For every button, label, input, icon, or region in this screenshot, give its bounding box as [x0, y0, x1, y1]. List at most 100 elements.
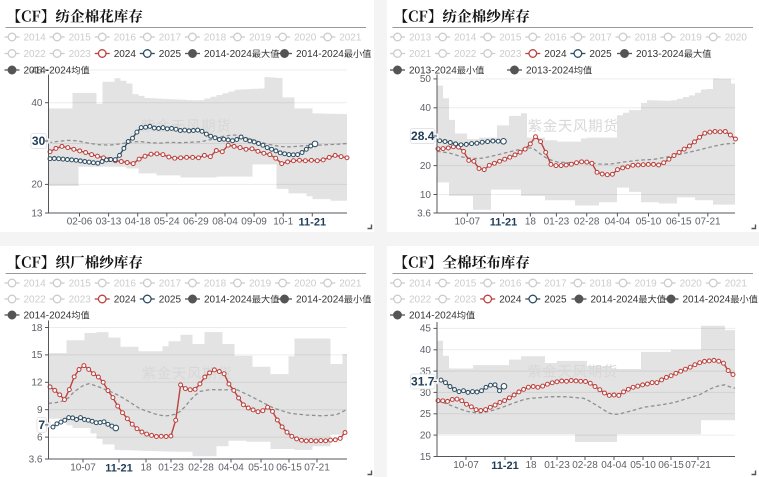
- svg-text:2013-2024: 2013-2024: [409, 66, 457, 77]
- svg-text:2014: 2014: [24, 279, 47, 290]
- svg-text:2016: 2016: [114, 279, 137, 290]
- svg-text:2014-2024: 2014-2024: [409, 311, 457, 322]
- svg-text:11-21: 11-21: [299, 217, 327, 229]
- svg-text:13: 13: [31, 208, 43, 219]
- svg-text:2022: 2022: [24, 295, 47, 306]
- svg-text:02-28: 02-28: [572, 460, 598, 471]
- svg-text:2022: 2022: [454, 49, 477, 60]
- svg-text:20: 20: [420, 161, 432, 172]
- svg-text:01-23: 01-23: [544, 217, 570, 228]
- svg-text:2020: 2020: [294, 279, 317, 290]
- svg-text:2020: 2020: [680, 279, 703, 290]
- svg-text:2021: 2021: [725, 279, 748, 290]
- svg-text:2025: 2025: [589, 49, 612, 60]
- svg-text:2015: 2015: [69, 279, 92, 290]
- svg-text:2013: 2013: [409, 33, 432, 44]
- svg-text:2015: 2015: [454, 279, 477, 290]
- svg-text:02-28: 02-28: [574, 217, 600, 228]
- svg-text:04-04: 04-04: [218, 463, 244, 474]
- svg-text:3.6: 3.6: [29, 454, 43, 465]
- svg-text:05-10: 05-10: [636, 217, 662, 228]
- svg-text:09-09: 09-09: [241, 217, 267, 228]
- svg-text:3.6: 3.6: [417, 208, 431, 219]
- svg-text:7: 7: [38, 418, 45, 432]
- svg-text:2017: 2017: [159, 279, 182, 290]
- svg-text:2014-2024: 2014-2024: [683, 295, 731, 306]
- svg-text:20: 20: [31, 180, 43, 191]
- svg-text:40: 40: [420, 345, 432, 356]
- svg-text:2023: 2023: [499, 49, 522, 60]
- svg-text:15: 15: [31, 350, 43, 361]
- svg-text:01-23: 01-23: [158, 463, 184, 474]
- svg-text:2014-2024: 2014-2024: [24, 311, 72, 322]
- svg-text:6: 6: [37, 432, 43, 443]
- svg-text:2014: 2014: [454, 33, 477, 44]
- svg-text:30: 30: [32, 134, 46, 148]
- svg-text:9: 9: [37, 405, 43, 416]
- svg-text:18: 18: [525, 460, 537, 471]
- svg-text:2014-2024: 2014-2024: [296, 49, 344, 60]
- svg-text:01-23: 01-23: [544, 460, 570, 471]
- svg-text:06-15: 06-15: [666, 217, 692, 228]
- svg-text:50: 50: [420, 74, 432, 85]
- svg-text:2024: 2024: [114, 295, 137, 306]
- svg-text:35: 35: [420, 366, 432, 377]
- svg-text:05-24: 05-24: [154, 217, 180, 228]
- svg-text:03-13: 03-13: [96, 217, 122, 228]
- svg-text:2018: 2018: [204, 279, 227, 290]
- svg-text:2020: 2020: [725, 33, 748, 44]
- svg-text:11-21: 11-21: [491, 460, 519, 472]
- svg-text:2013-2024: 2013-2024: [636, 49, 684, 60]
- svg-text:2016: 2016: [114, 33, 137, 44]
- svg-text:06-29: 06-29: [183, 217, 209, 228]
- svg-text:2014-2024: 2014-2024: [24, 66, 72, 77]
- svg-text:2019: 2019: [635, 279, 658, 290]
- svg-text:31.7: 31.7: [411, 375, 435, 389]
- svg-text:2014: 2014: [24, 33, 47, 44]
- svg-text:20: 20: [420, 430, 432, 441]
- svg-text:2019: 2019: [249, 33, 272, 44]
- svg-text:2018: 2018: [635, 33, 658, 44]
- svg-text:07-21: 07-21: [304, 463, 330, 474]
- svg-text:2015: 2015: [499, 33, 522, 44]
- svg-text:2016: 2016: [544, 33, 567, 44]
- svg-text:08-04: 08-04: [212, 217, 238, 228]
- svg-text:2023: 2023: [454, 295, 477, 306]
- svg-text:02-06: 02-06: [67, 217, 93, 228]
- svg-text:18: 18: [140, 463, 152, 474]
- svg-text:18: 18: [525, 217, 537, 228]
- svg-text:30: 30: [420, 388, 432, 399]
- svg-text:05-10: 05-10: [630, 460, 656, 471]
- svg-text:11-21: 11-21: [105, 463, 133, 475]
- svg-text:06-15: 06-15: [658, 460, 684, 471]
- svg-text:25: 25: [420, 409, 432, 420]
- svg-text:2021: 2021: [339, 33, 362, 44]
- svg-text:10: 10: [420, 190, 432, 201]
- svg-text:10-07: 10-07: [455, 217, 481, 228]
- svg-text:2019: 2019: [680, 33, 703, 44]
- svg-text:2025: 2025: [159, 49, 182, 60]
- svg-text:2015: 2015: [69, 33, 92, 44]
- svg-text:2023: 2023: [69, 49, 92, 60]
- svg-text:2022: 2022: [409, 295, 432, 306]
- svg-text:10-1: 10-1: [273, 217, 293, 228]
- svg-text:2018: 2018: [589, 279, 612, 290]
- svg-text:2014-2024: 2014-2024: [204, 49, 252, 60]
- svg-text:2014-2024: 2014-2024: [204, 295, 252, 306]
- svg-text:02-28: 02-28: [188, 463, 214, 474]
- svg-text:28.4: 28.4: [411, 129, 435, 143]
- svg-text:12: 12: [31, 378, 43, 389]
- svg-text:2017: 2017: [159, 33, 182, 44]
- svg-text:2017: 2017: [544, 279, 567, 290]
- svg-text:11-21: 11-21: [490, 217, 518, 229]
- svg-text:2024: 2024: [114, 49, 137, 60]
- svg-text:2014: 2014: [409, 279, 432, 290]
- svg-text:10-07: 10-07: [453, 460, 479, 471]
- svg-text:48: 48: [31, 65, 43, 76]
- svg-text:04-04: 04-04: [601, 460, 627, 471]
- svg-text:2016: 2016: [499, 279, 522, 290]
- svg-text:04-18: 04-18: [125, 217, 151, 228]
- svg-text:2019: 2019: [249, 279, 272, 290]
- svg-text:07-21: 07-21: [685, 460, 711, 471]
- svg-text:2023: 2023: [69, 295, 92, 306]
